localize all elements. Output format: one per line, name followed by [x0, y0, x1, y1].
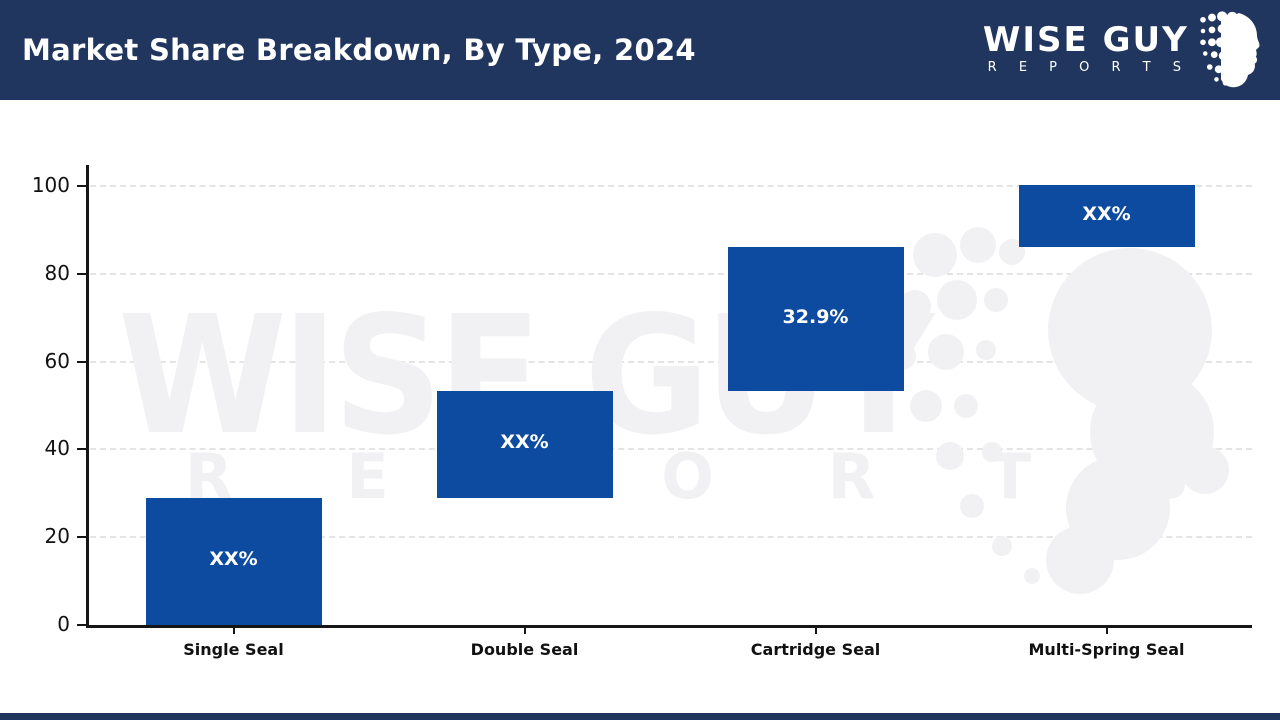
y-tick-label-60: 60 — [44, 348, 70, 373]
x-tick-cartridge-seal — [814, 627, 817, 634]
y-tick-label-20: 20 — [44, 524, 70, 549]
y-tick-100 — [77, 185, 86, 187]
page-title: Market Share Breakdown, By Type, 2024 — [22, 33, 696, 67]
x-category-label-cartridge-seal: Cartridge Seal — [750, 640, 881, 659]
x-tick-double-seal — [523, 627, 526, 634]
bar-value-label-cartridge-seal: 32.9% — [782, 305, 849, 328]
y-axis-line — [86, 165, 89, 627]
x-category-label-single-seal: Single Seal — [183, 640, 284, 659]
header-bar: Market Share Breakdown, By Type, 2024 WI… — [0, 0, 1280, 100]
logo-head-icon — [1200, 11, 1260, 88]
gridline-20 — [90, 536, 1252, 539]
gridline-60 — [90, 360, 1252, 363]
gridline-100 — [90, 185, 1252, 187]
gridline-80 — [90, 272, 1252, 275]
logo-wordmark: WISE GUY R E P O R T S — [982, 19, 1190, 76]
logo-wordmark-line2: R E P O R T S — [987, 60, 1190, 76]
bar-multi-spring-seal: XX% — [1018, 185, 1195, 247]
y-tick-label-40: 40 — [44, 436, 70, 461]
x-category-label-multi-spring-seal: Multi-Spring Seal — [1028, 640, 1185, 659]
y-tick-20 — [77, 536, 86, 539]
logo-wordmark-line1: WISE GUY — [982, 19, 1189, 60]
y-tick-label-0: 0 — [57, 612, 70, 636]
y-tick-label-100: 100 — [31, 173, 70, 197]
y-tick-0 — [77, 624, 86, 626]
gridline-40 — [90, 448, 1252, 451]
brand-logo: WISE GUY R E P O R T S — [982, 8, 1266, 90]
y-tick-label-80: 80 — [44, 260, 70, 285]
y-tick-80 — [77, 272, 86, 275]
footer-bar — [0, 713, 1280, 720]
bar-cartridge-seal: 32.9% — [727, 246, 904, 391]
y-tick-60 — [77, 360, 86, 363]
x-category-label-double-seal: Double Seal — [470, 640, 579, 659]
bar-value-label-double-seal: XX% — [500, 431, 549, 454]
bar-double-seal: XX% — [436, 391, 613, 498]
bar-value-label-multi-spring-seal: XX% — [1082, 202, 1131, 225]
x-tick-multi-spring-seal — [1105, 627, 1108, 634]
x-tick-single-seal — [232, 627, 235, 634]
x-axis-line — [86, 625, 1252, 628]
y-tick-40 — [77, 448, 86, 451]
bar-value-label-single-seal: XX% — [209, 548, 258, 571]
bar-single-seal: XX% — [145, 497, 322, 625]
